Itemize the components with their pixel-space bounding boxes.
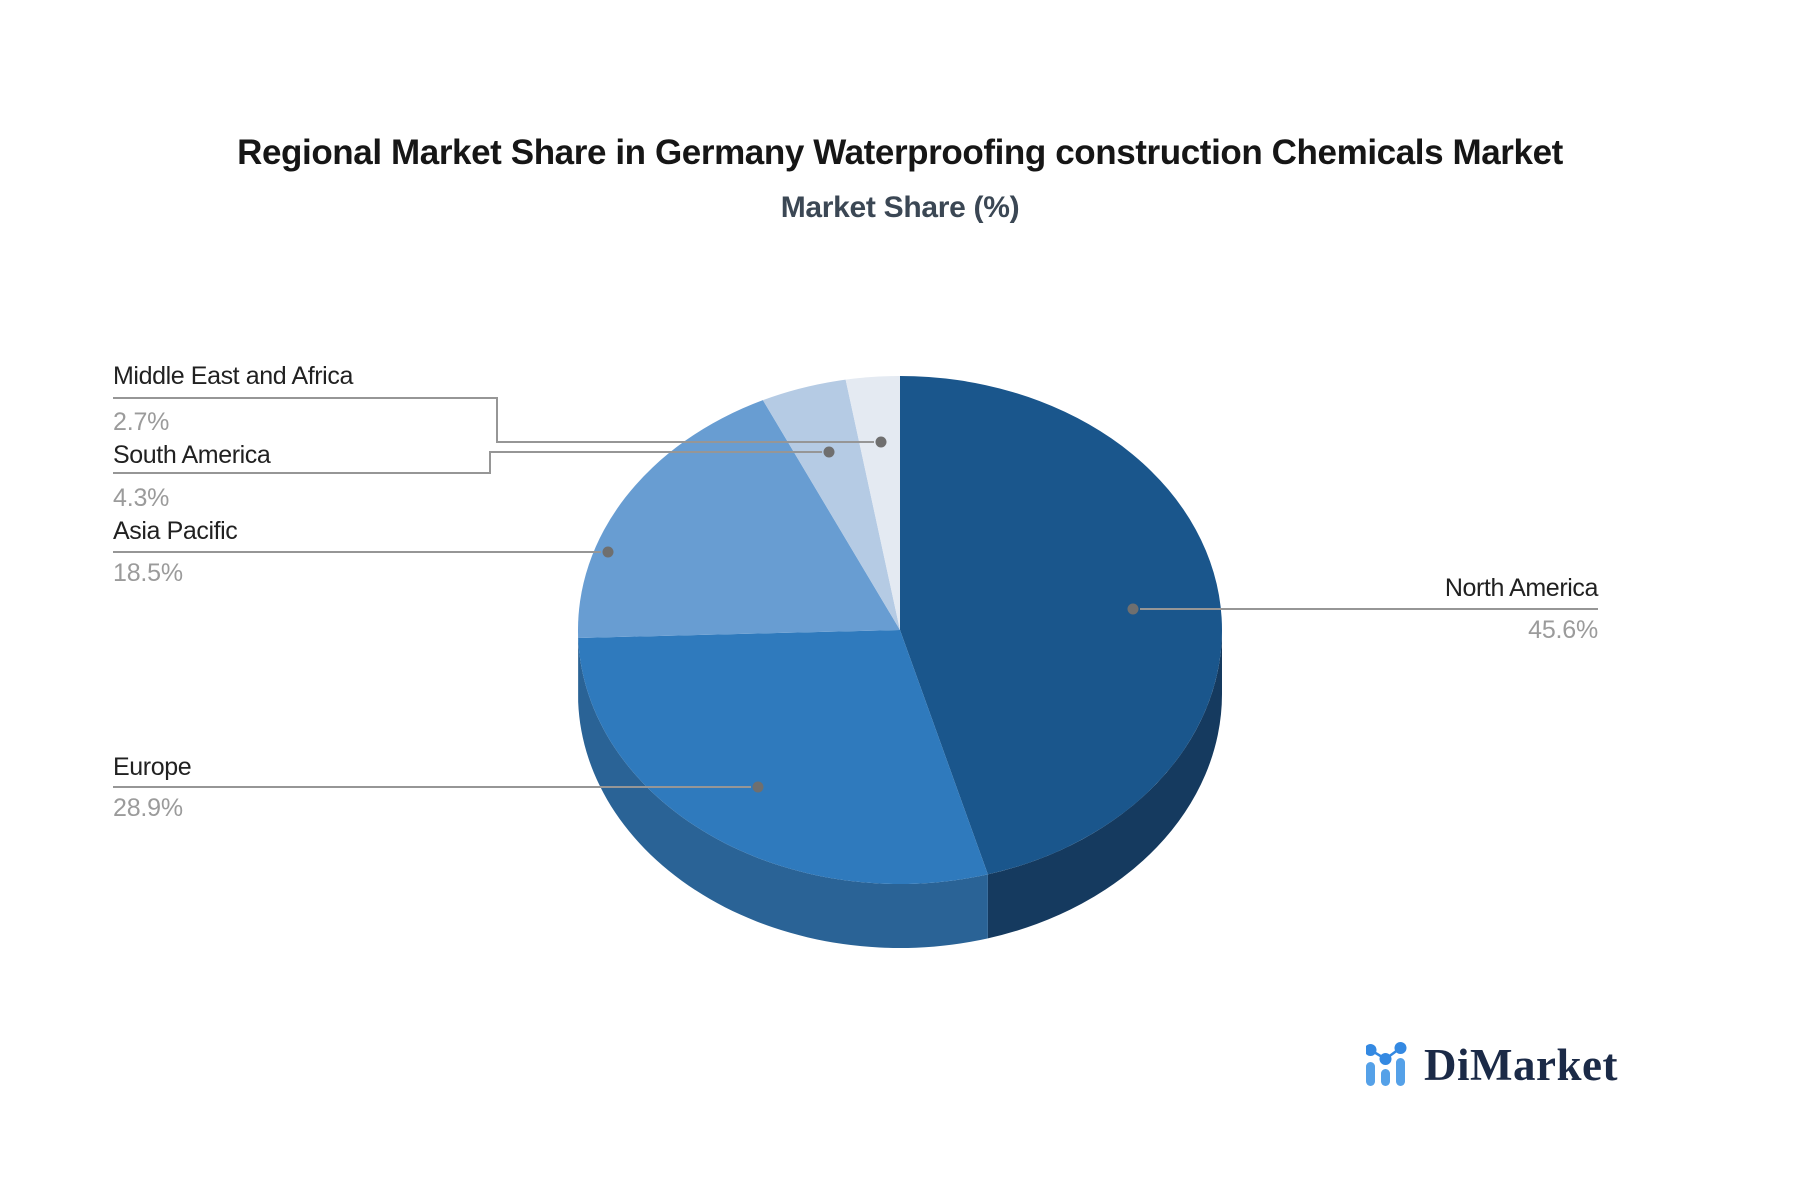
pie-slice-middle-east-and-africa[interactable]: [845, 376, 900, 630]
value-middle-east-and-africa: 2.7%: [113, 408, 170, 436]
label-south-america: South America: [113, 441, 271, 469]
leader-dot-north-america: [1127, 603, 1139, 615]
leader-dot-middle-east-and-africa: [875, 436, 887, 448]
leader-lines: [113, 397, 1598, 793]
pie-slice-north-america[interactable]: [900, 375, 1223, 875]
pie-slice-side-north-america: [987, 630, 1222, 939]
chart-subtitle: Market Share (%): [780, 191, 1020, 224]
logo-bar-2: [1381, 1069, 1390, 1086]
logo-bar-1: [1366, 1062, 1375, 1086]
leader-dot-asia-pacific: [602, 546, 614, 558]
label-north-america: North America: [1444, 574, 1599, 602]
leader-dot-south-america: [823, 446, 835, 458]
value-north-america: 45.6%: [1528, 616, 1598, 644]
logo-dot-2: [1379, 1053, 1392, 1065]
dimarket-logo-text: DiMarket: [1424, 1040, 1618, 1090]
logo-dot-3: [1394, 1042, 1407, 1054]
logo-bar-3: [1396, 1058, 1405, 1086]
value-europe: 28.9%: [113, 794, 183, 822]
label-asia-pacific: Asia Pacific: [113, 517, 238, 545]
pie-slice-side-europe: [578, 637, 988, 949]
leader-dot-europe: [752, 781, 764, 793]
chart-title: Regional Market Share in Germany Waterpr…: [237, 133, 1563, 172]
dimarket-logo[interactable]: DiMarket: [1366, 1038, 1618, 1092]
value-asia-pacific: 18.5%: [113, 559, 183, 587]
pie-3d: [578, 375, 1223, 949]
leader-line-south-america: [113, 451, 822, 474]
dimarket-logo-icon: [1366, 1042, 1407, 1086]
pie-slice-asia-pacific[interactable]: [578, 400, 900, 638]
label-europe: Europe: [113, 753, 192, 781]
value-south-america: 4.3%: [113, 484, 170, 512]
pie-slice-europe[interactable]: [578, 630, 988, 884]
logo-dot-1: [1366, 1044, 1377, 1056]
label-middle-east-and-africa: Middle East and Africa: [113, 362, 353, 390]
leader-line-middle-east-and-africa: [113, 397, 874, 443]
